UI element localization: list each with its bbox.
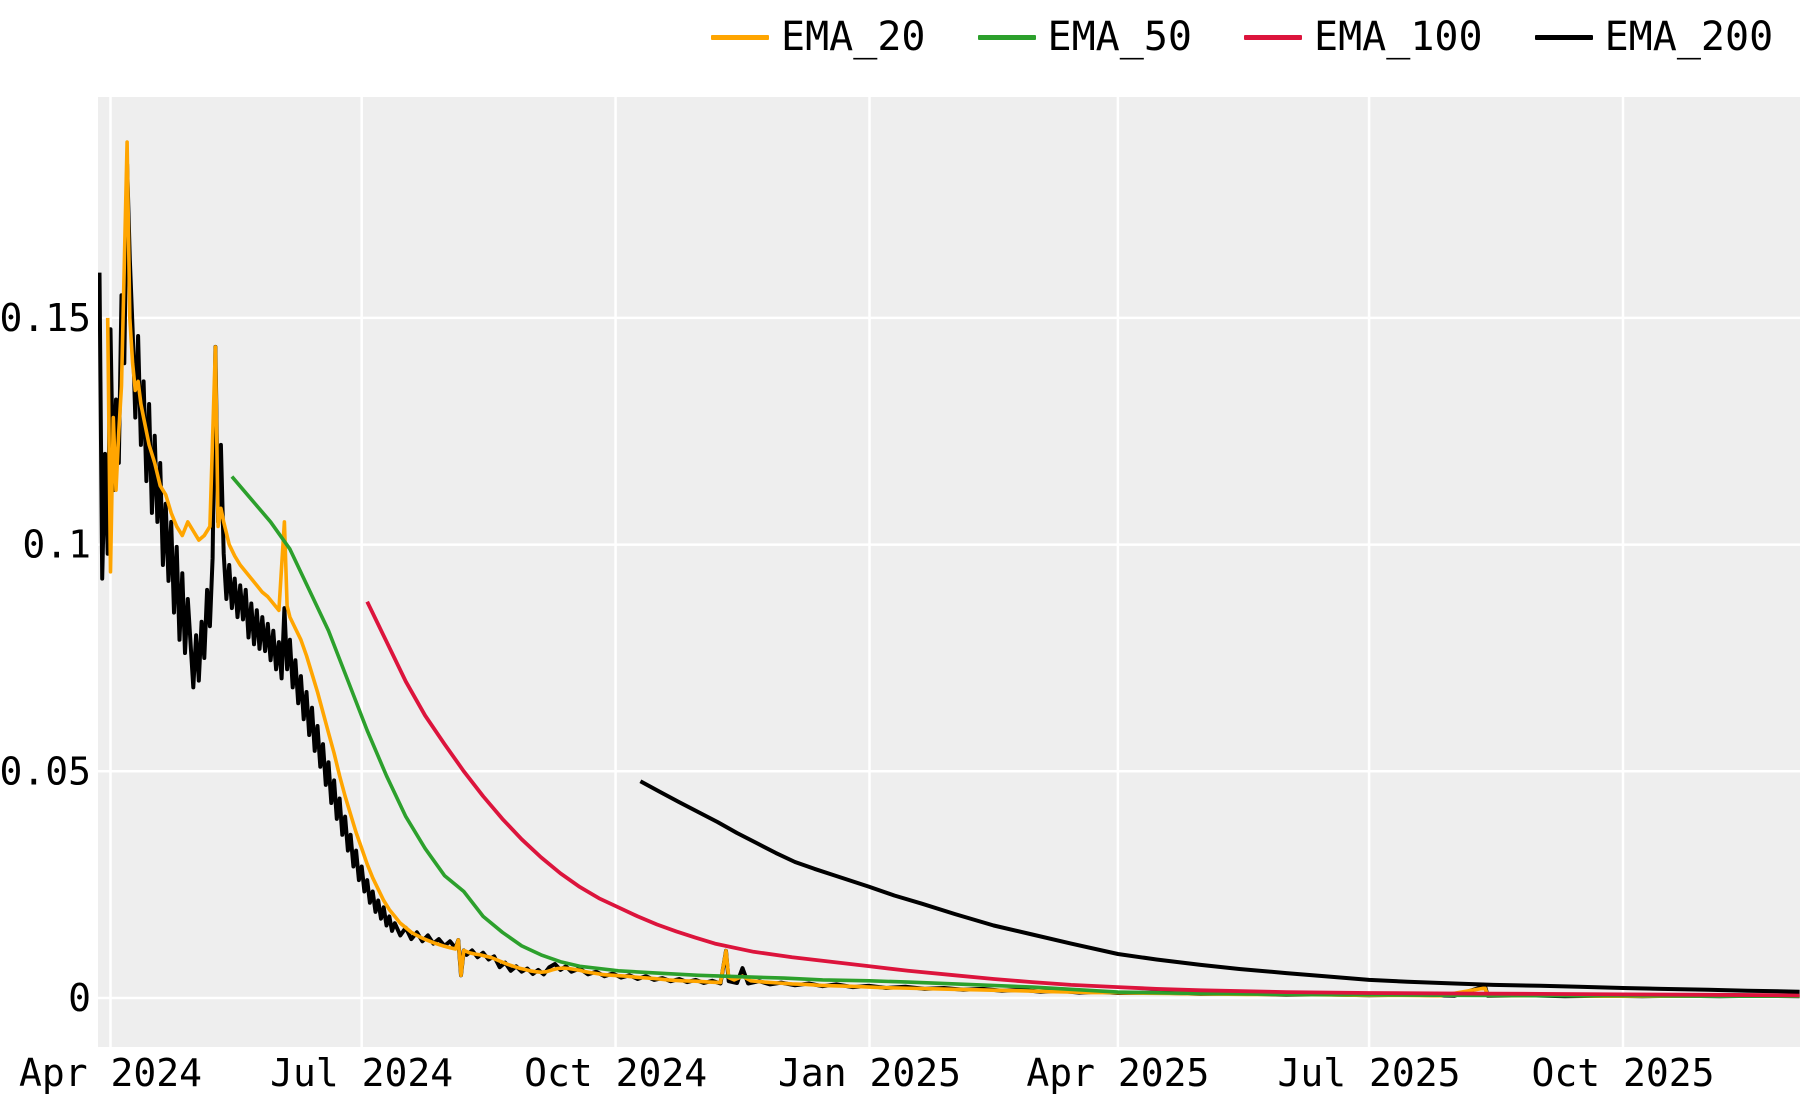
y-tick-label-2: 0.1 (22, 523, 91, 567)
plot-background (98, 97, 1800, 1047)
legend-item-ema_20: EMA_20 (711, 17, 926, 57)
x-tick-label-6: Oct 2025 (1531, 1051, 1714, 1095)
legend-swatch-ema_50 (977, 34, 1036, 40)
chart-legend: EMA_20 EMA_50 EMA_100 EMA_200 (711, 10, 1773, 64)
legend-item-ema_50: EMA_50 (977, 14, 1193, 60)
x-tick-label-3: Jan 2025 (778, 1051, 961, 1095)
legend-label: EMA_20 (781, 14, 926, 60)
y-tick-label-0: 0 (68, 976, 91, 1020)
legend-label: EMA_200 (1604, 14, 1774, 60)
x-tick-label-1: Jul 2024 (270, 1051, 453, 1095)
series-line-ema_50 (230, 475, 1800, 999)
legend-item-ema_200: EMA_200 (1534, 14, 1774, 60)
x-tick-label-2: Oct 2024 (524, 1051, 707, 1095)
series-line-ema_20 (105, 140, 1800, 999)
legend-item-ema_100: EMA_100 (1244, 17, 1483, 57)
series-line-ema_100 (365, 600, 1800, 998)
legend-swatch-ema_20 (711, 34, 769, 40)
series-line-ema_200 (639, 779, 1800, 994)
y-tick-label-1: 0.05 (0, 749, 91, 793)
x-tick-label-0: Apr 2024 (19, 1051, 202, 1095)
legend-label: EMA_50 (1047, 14, 1193, 60)
legend-label: EMA_100 (1314, 14, 1483, 60)
legend-swatch-ema_100 (1244, 34, 1302, 40)
legend-swatch-ema_200 (1534, 34, 1593, 40)
x-tick-label-4: Apr 2025 (1026, 1051, 1209, 1095)
x-tick-label-5: Jul 2025 (1278, 1051, 1461, 1095)
y-tick-label-3: 0.15 (0, 296, 91, 340)
